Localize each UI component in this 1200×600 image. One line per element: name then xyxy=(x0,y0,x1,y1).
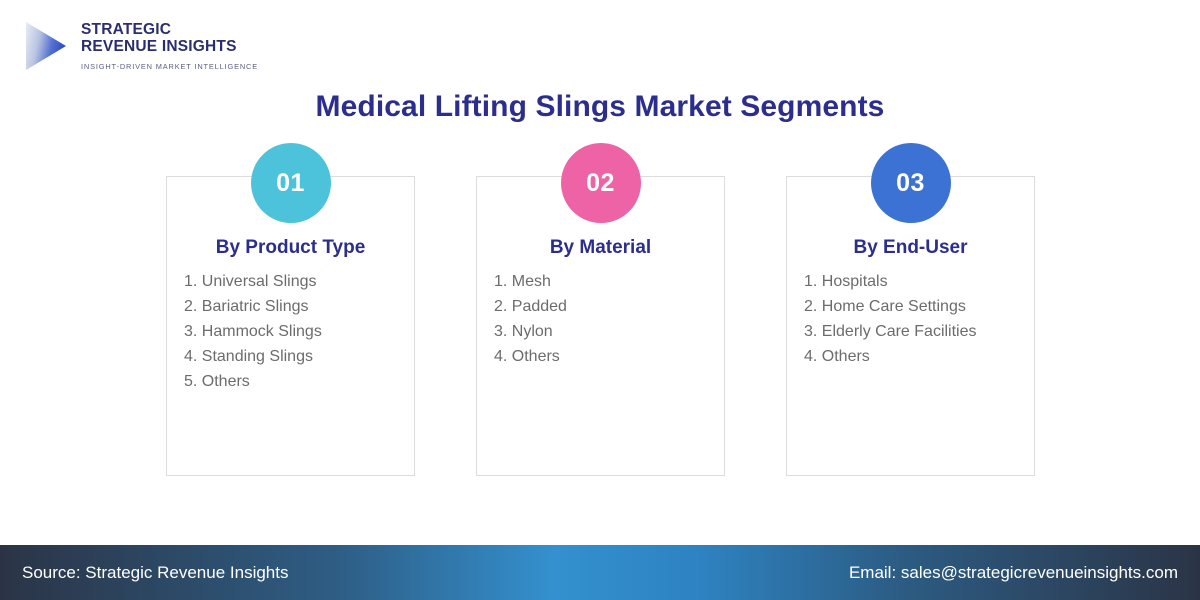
page-title: Medical Lifting Slings Market Segments xyxy=(315,90,885,123)
list-item: 3. Elderly Care Facilities xyxy=(804,323,977,340)
list-item: 3. Nylon xyxy=(494,323,553,340)
segment-card-3: 03 By End-User 1. Hospitals 2. Home Care… xyxy=(786,143,1035,476)
brand-tagline: INSIGHT-DRIVEN MARKET INTELLIGENCE xyxy=(81,62,259,71)
brand-name-line1: STRATEGIC xyxy=(81,21,172,38)
segment-card-2: 02 By Material 1. Mesh 2. Padded 3. Nylo… xyxy=(476,143,725,476)
list-item: 2. Padded xyxy=(494,298,567,315)
list-item: 3. Hammock Slings xyxy=(184,323,322,340)
footer-source: Source: Strategic Revenue Insights xyxy=(22,562,289,582)
list-item: 2. Bariatric Slings xyxy=(184,298,309,315)
list-item: 2. Home Care Settings xyxy=(804,298,966,315)
footer-bar: Source: Strategic Revenue Insights Email… xyxy=(0,545,1200,600)
segment-heading-1: By Product Type xyxy=(215,237,366,258)
brand-logo: STRATEGIC REVENUE INSIGHTS INSIGHT-DRIVE… xyxy=(20,18,258,74)
segment-number-badge-1: 01 xyxy=(250,143,331,223)
segment-list-1: 1. Universal Slings 2. Bariatric Slings … xyxy=(184,269,404,394)
segment-heading-2: By Material xyxy=(549,237,652,258)
list-item: 1. Mesh xyxy=(494,273,551,290)
brand-name-line2: REVENUE INSIGHTS xyxy=(81,38,237,55)
list-item: 5. Others xyxy=(184,373,250,390)
chevron-arrow-icon xyxy=(20,18,72,74)
segments-container: 01 By Product Type 1. Universal Slings 2… xyxy=(166,143,1035,476)
segment-list-2: 1. Mesh 2. Padded 3. Nylon 4. Others xyxy=(494,269,714,369)
list-item: 4. Standing Slings xyxy=(184,348,313,365)
segment-number-badge-2: 02 xyxy=(560,143,641,223)
list-item: 4. Others xyxy=(804,348,870,365)
list-item: 4. Others xyxy=(494,348,560,365)
segment-heading-3: By End-User xyxy=(853,237,968,258)
brand-text: STRATEGIC REVENUE INSIGHTS INSIGHT-DRIVE… xyxy=(81,21,258,71)
segment-list-3: 1. Hospitals 2. Home Care Settings 3. El… xyxy=(804,269,1024,369)
list-item: 1. Hospitals xyxy=(804,273,888,290)
segment-number-badge-3: 03 xyxy=(870,143,951,223)
footer-email: Email: sales@strategicrevenueinsights.co… xyxy=(848,562,1178,582)
segment-card-1: 01 By Product Type 1. Universal Slings 2… xyxy=(166,143,415,476)
list-item: 1. Universal Slings xyxy=(184,273,317,290)
